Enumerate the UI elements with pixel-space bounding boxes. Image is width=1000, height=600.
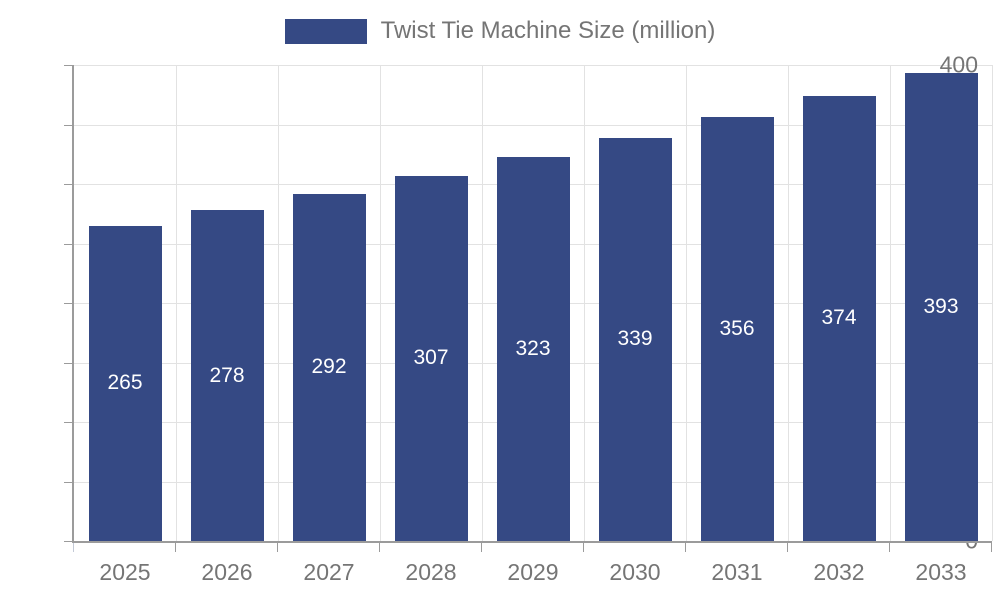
bar: 265 [88,225,162,541]
x-gridline [890,65,891,541]
x-axis-line [72,541,992,543]
y-axis-tick [64,124,72,126]
bar: 292 [292,193,366,541]
bar: 374 [802,95,876,541]
bar: 278 [190,210,264,541]
y-axis-tick [64,541,72,542]
legend-swatch [284,18,367,44]
bar: 323 [496,156,570,541]
y-axis-tick [64,303,72,304]
y-axis-tick [64,243,72,245]
x-axis-label: 2030 [609,559,661,585]
x-axis-label: 2028 [405,559,457,585]
x-axis-tick [379,543,380,552]
y-axis-label: 400 [939,51,978,78]
x-axis-label: 2026 [201,559,253,585]
x-gridline [482,65,483,541]
x-axis-tick [889,543,890,552]
bar: 307 [394,175,468,541]
bar-value-label: 374 [821,306,857,330]
x-axis-tick [991,543,992,552]
y-axis-tick [64,65,72,66]
x-axis-tick [583,543,584,552]
bar-value-label: 278 [209,363,245,387]
x-axis-label: 2027 [303,559,355,585]
x-gridline [278,65,279,541]
y-gridline [74,65,992,66]
x-axis-tick [685,543,686,552]
chart-legend: Twist Tie Machine Size (million) [0,17,1000,45]
x-gridline [380,65,381,541]
bar-value-label: 356 [719,317,755,341]
x-axis-tick [73,543,74,552]
legend-label: Twist Tie Machine Size (million) [380,17,716,44]
x-axis-label: 2025 [99,559,151,585]
x-gridline [584,65,585,541]
x-axis-tick [787,543,788,552]
x-axis-tick [481,543,482,552]
bar-value-label: 292 [311,355,347,379]
x-axis-label: 2029 [507,559,559,585]
x-gridline [686,65,687,541]
bar-value-label: 339 [617,327,653,351]
y-gridline [74,124,992,126]
bar-value-label: 393 [923,295,959,319]
y-axis-tick [64,481,72,483]
x-axis-tick [175,543,176,552]
chart-plot-area: 0501001502002503003504002652025278202629… [64,52,993,585]
bar: 339 [598,137,672,541]
y-axis-tick [64,422,72,423]
bar: 393 [904,73,978,541]
y-axis-tick [64,362,72,364]
bar: 356 [700,117,774,541]
bar-value-label: 307 [413,346,449,370]
x-gridline [176,65,177,541]
x-axis-label: 2031 [711,559,763,585]
y-axis-line [72,65,74,541]
x-gridline [992,65,993,541]
x-axis-label: 2033 [915,559,967,585]
bar-value-label: 265 [107,371,143,395]
bar-value-label: 323 [515,336,551,360]
x-gridline [788,65,789,541]
x-axis-tick [277,543,278,552]
y-axis-tick [64,184,72,185]
x-axis-label: 2032 [813,559,865,585]
